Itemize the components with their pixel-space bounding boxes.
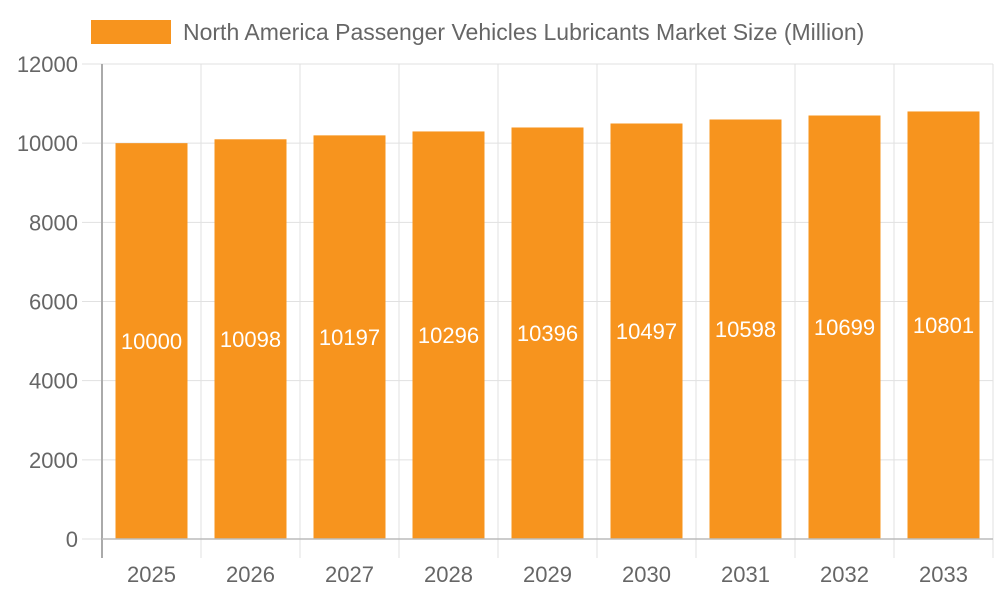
y-tick-label: 10000 — [17, 131, 78, 156]
legend: North America Passenger Vehicles Lubrica… — [91, 19, 864, 45]
data-label: 10699 — [814, 315, 875, 340]
x-tick-label: 2029 — [523, 562, 572, 587]
x-tick-label: 2033 — [919, 562, 968, 587]
data-labels: 10000 10098 10197 10296 10396 10497 10598 10699… — [121, 313, 974, 354]
legend-swatch — [91, 20, 171, 44]
y-tick-label: 12000 — [17, 52, 78, 77]
data-label: 10497 — [616, 319, 677, 344]
data-label: 10000 — [121, 329, 182, 354]
x-tick-label: 2028 — [424, 562, 473, 587]
bar-2032 — [808, 115, 881, 539]
x-tick-label: 2031 — [721, 562, 770, 587]
data-label: 10197 — [319, 325, 380, 350]
x-tick-label: 2030 — [622, 562, 671, 587]
data-label: 10598 — [715, 317, 776, 342]
y-tick-label: 4000 — [29, 369, 78, 394]
x-tick-label: 2027 — [325, 562, 374, 587]
data-label: 10098 — [220, 327, 281, 352]
data-label: 10801 — [913, 313, 974, 338]
bar-2029 — [511, 127, 584, 539]
bar-2033 — [907, 111, 980, 539]
data-label: 10396 — [517, 321, 578, 346]
bars — [115, 111, 980, 540]
bar-2027 — [313, 135, 386, 539]
bar-2031 — [709, 119, 782, 539]
legend-label: North America Passenger Vehicles Lubrica… — [183, 19, 864, 45]
y-tick-label: 6000 — [29, 290, 78, 315]
x-tick-label: 2032 — [820, 562, 869, 587]
y-tick-label: 8000 — [29, 210, 78, 235]
bar-2030 — [610, 123, 683, 540]
x-tick-label: 2025 — [127, 562, 176, 587]
bar-2026 — [214, 139, 287, 539]
x-tick-label: 2026 — [226, 562, 275, 587]
bar-2028 — [412, 131, 485, 539]
bar-2025 — [115, 143, 188, 539]
data-label: 10296 — [418, 323, 479, 348]
y-tick-label: 2000 — [29, 448, 78, 473]
axes: 0 2000 4000 6000 8000 10000 12000 2025 2026 2027 2… — [17, 52, 993, 587]
y-tick-label: 0 — [66, 527, 78, 552]
